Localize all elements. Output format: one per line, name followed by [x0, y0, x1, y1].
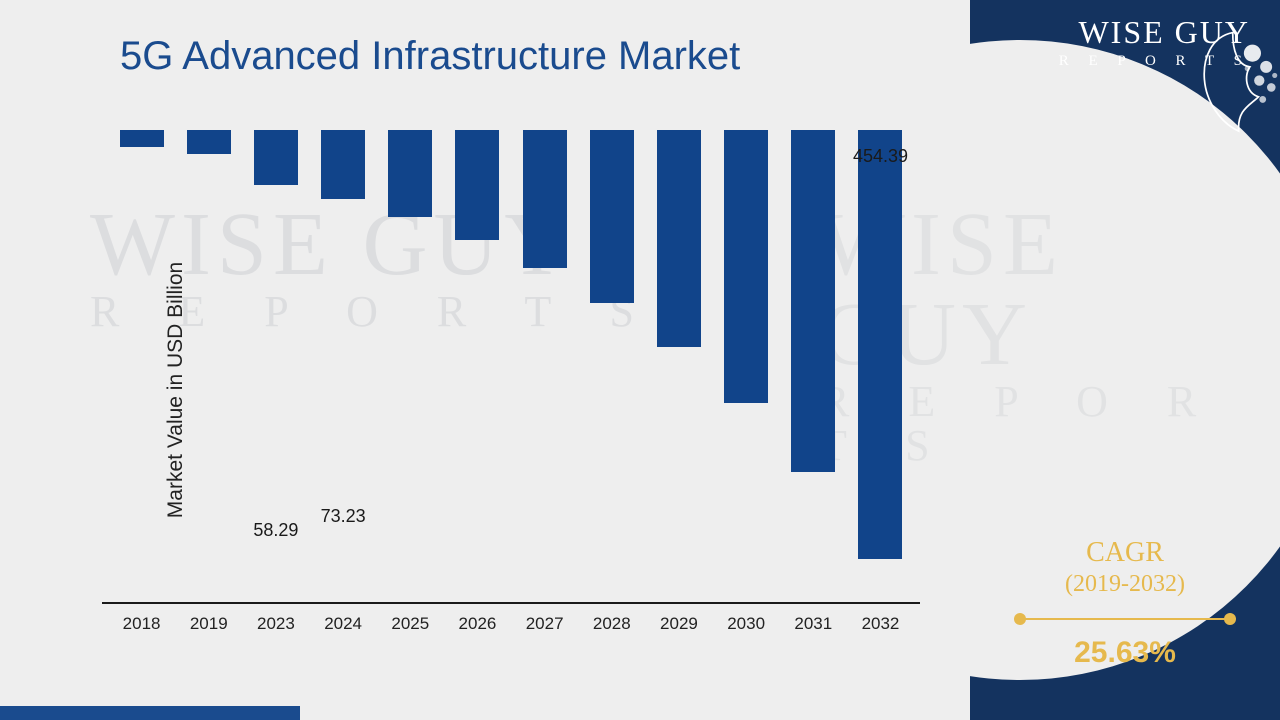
bar-value-label: 73.23 [321, 506, 366, 527]
bar-wrap: 454.39 [847, 130, 914, 602]
bar-wrap [645, 130, 712, 602]
bar-wrap [108, 130, 175, 602]
x-tick-label: 2019 [175, 606, 242, 650]
bar-wrap [780, 130, 847, 602]
x-tick-label: 2018 [108, 606, 175, 650]
bar [321, 130, 365, 199]
x-axis-labels: 2018201920232024202520262027202820292030… [102, 606, 920, 650]
bar [791, 130, 835, 472]
cagr-period: (2019-2032) [1000, 571, 1250, 598]
bar-value-label: 454.39 [853, 146, 908, 167]
cagr-value: 25.63% [1000, 636, 1250, 670]
plot-area: 58.29 73.23 454.39 [102, 130, 920, 604]
bars-container: 58.29 73.23 454.39 [102, 130, 920, 602]
x-tick-label: 2029 [645, 606, 712, 650]
bar-wrap [578, 130, 645, 602]
bar [254, 130, 298, 185]
x-tick-label: 2027 [511, 606, 578, 650]
bar [724, 130, 768, 403]
bar [523, 130, 567, 268]
bar-chart: Market Value in USD Billion 58.2973.2345… [40, 130, 920, 650]
cagr-title: CAGR [1000, 537, 1250, 569]
bar [657, 130, 701, 347]
x-tick-label: 2028 [578, 606, 645, 650]
bar-wrap: 58.29 [242, 130, 309, 602]
bar [187, 130, 231, 154]
x-tick-label: 2031 [780, 606, 847, 650]
x-tick-label: 2024 [310, 606, 377, 650]
brand-logo: WISE GUY R E P O R T S [1059, 16, 1250, 69]
bar-wrap [175, 130, 242, 602]
bar-wrap [444, 130, 511, 602]
x-tick-label: 2032 [847, 606, 914, 650]
bar-wrap [377, 130, 444, 602]
bar-value-label: 58.29 [253, 520, 298, 541]
x-tick-label: 2030 [713, 606, 780, 650]
chart-title: 5G Advanced Infrastructure Market [120, 34, 740, 79]
x-tick-label: 2023 [242, 606, 309, 650]
bar [590, 130, 634, 303]
cagr-block: CAGR (2019-2032) 25.63% [1000, 537, 1250, 670]
footer-stripe [0, 706, 300, 720]
logo-line1: WISE GUY [1059, 16, 1250, 50]
bar-wrap: 73.23 [310, 130, 377, 602]
bar [858, 130, 902, 559]
bar [455, 130, 499, 240]
page: WISE GUY R E P O R T S 5G Advanced Infra… [0, 0, 1280, 720]
bar-wrap [511, 130, 578, 602]
x-tick-label: 2026 [444, 606, 511, 650]
cagr-divider [1020, 618, 1230, 620]
bar-wrap [713, 130, 780, 602]
x-tick-label: 2025 [377, 606, 444, 650]
bar [388, 130, 432, 217]
logo-line2: R E P O R T S [1059, 54, 1250, 70]
bar [120, 130, 164, 147]
